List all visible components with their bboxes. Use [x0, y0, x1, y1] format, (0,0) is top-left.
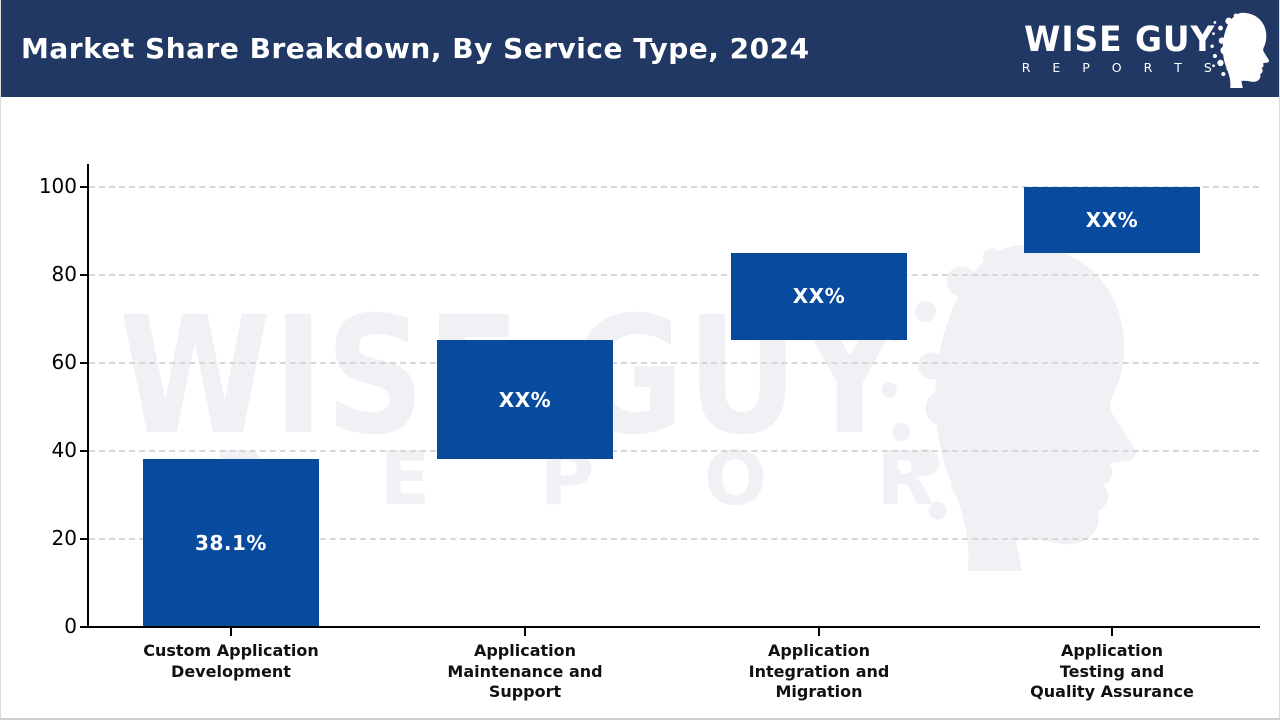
- y-axis: [87, 164, 89, 628]
- grid-line: [89, 362, 1259, 364]
- grid-line: [89, 186, 1259, 188]
- bar: XX%: [437, 339, 613, 460]
- y-tick-label: 0: [64, 614, 77, 638]
- category-label: Application Maintenance and Support: [447, 641, 603, 701]
- wiseguy-logo-text: WISE GUY R E P O R T S: [1018, 19, 1221, 75]
- bar: XX%: [1024, 187, 1200, 253]
- bar: XX%: [731, 252, 907, 340]
- bar-value-label: 38.1%: [195, 531, 267, 556]
- y-axis-tick: [80, 274, 87, 276]
- x-axis-tick: [818, 628, 820, 636]
- watermark-head-icon: [881, 245, 1136, 571]
- category-label: Custom Application Development: [143, 641, 319, 681]
- logo-name: WISE GUY: [1023, 19, 1215, 60]
- y-tick-label: 80: [51, 262, 77, 286]
- y-axis-tick: [80, 362, 87, 364]
- bar-value-label: XX%: [1085, 207, 1139, 232]
- wiseguy-head-icon: [1210, 12, 1270, 88]
- y-axis-tick: [80, 626, 87, 628]
- y-tick-label: 100: [38, 174, 77, 198]
- category-label: Application Integration and Migration: [748, 641, 890, 701]
- grid-line: [89, 274, 1259, 276]
- y-axis-tick: [80, 538, 87, 540]
- y-axis-tick: [80, 450, 87, 452]
- x-axis-tick: [1111, 628, 1113, 636]
- header: Market Share Breakdown, By Service Type,…: [1, 0, 1279, 97]
- bar: 38.1%: [143, 459, 319, 627]
- y-tick-label: 20: [51, 526, 77, 550]
- grid-line: [89, 538, 1259, 540]
- y-tick-label: 60: [51, 350, 77, 374]
- grid-line: [89, 450, 1259, 452]
- x-axis-tick: [524, 628, 526, 636]
- logo-subtitle: R E P O R T S: [1021, 59, 1221, 75]
- wiseguy-logo: WISE GUY R E P O R T S: [1018, 0, 1275, 97]
- page-title: Market Share Breakdown, By Service Type,…: [21, 32, 810, 65]
- y-axis-tick: [80, 186, 87, 188]
- bar-value-label: XX%: [792, 284, 846, 309]
- x-axis: [87, 626, 1260, 628]
- y-tick-label: 40: [51, 438, 77, 462]
- category-label: Application Testing and Quality Assuranc…: [1030, 641, 1194, 701]
- x-axis-tick: [230, 628, 232, 636]
- bar-value-label: XX%: [498, 387, 552, 412]
